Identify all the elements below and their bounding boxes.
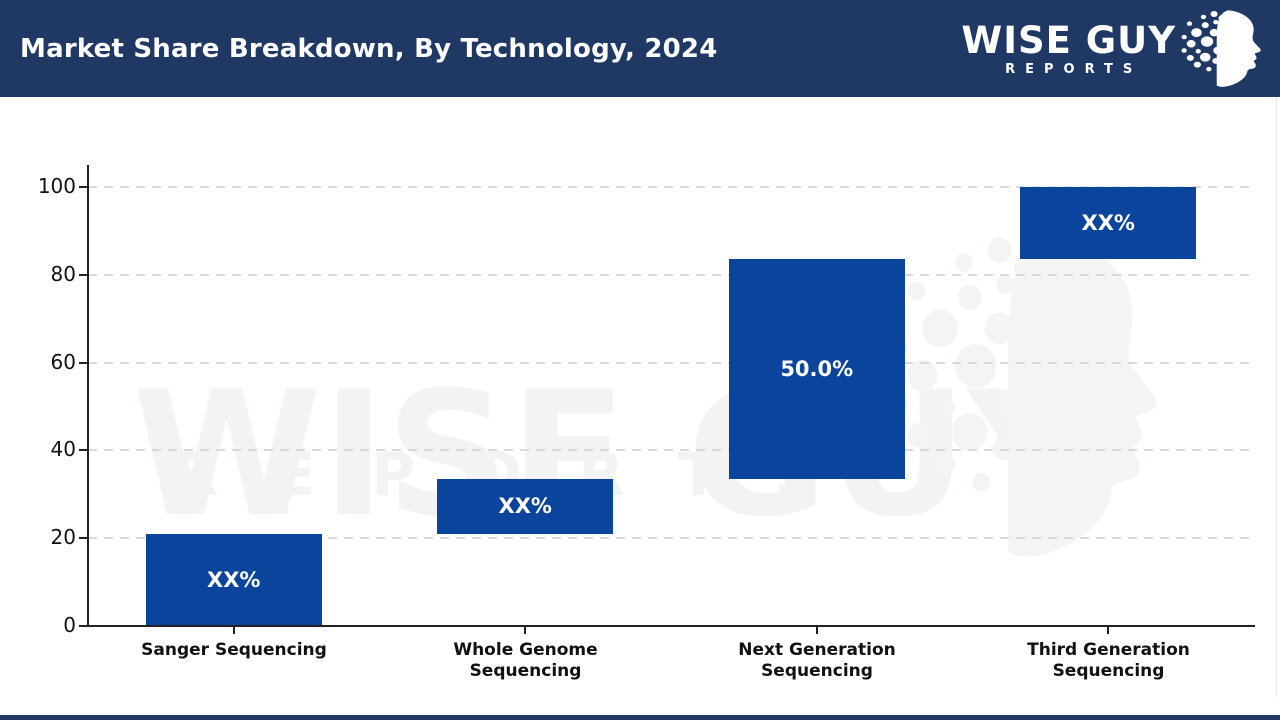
footer-strip: [0, 715, 1280, 720]
bar-value-label: XX%: [1081, 211, 1135, 236]
y-axis-tick: [79, 273, 87, 276]
y-axis-line: [87, 165, 89, 626]
y-axis-tick: [79, 186, 87, 188]
bar: 50.0%: [728, 259, 905, 479]
x-category-label-line: Sequencing: [761, 661, 873, 681]
y-axis-tick: [79, 449, 87, 452]
logo-subtitle: REPORTS: [1005, 61, 1143, 77]
x-category-label-line: Next Generation: [738, 640, 896, 660]
grid-line: [88, 537, 1254, 540]
x-axis-tick: [232, 627, 235, 634]
x-category-label-line: Sequencing: [1052, 661, 1165, 681]
bar-value-label: XX%: [498, 494, 552, 519]
bar-value-label: XX%: [207, 567, 261, 592]
y-tick-label: 0: [63, 613, 76, 637]
y-tick-label: 40: [50, 437, 76, 462]
header-bar: Market Share Breakdown, By Technology, 2…: [0, 0, 1280, 97]
grid-line: [88, 361, 1254, 364]
page-title: Market Share Breakdown, By Technology, 2…: [20, 33, 718, 64]
bar: XX%: [145, 533, 322, 626]
grid-line: [88, 186, 1254, 188]
x-category-label-line: Sequencing: [469, 661, 582, 681]
y-tick-label: 100: [37, 174, 76, 198]
logo-head-icon: [1181, 9, 1261, 87]
bar-value-label: 50.0%: [780, 357, 854, 382]
watermark-head-icon: [889, 234, 1157, 557]
x-axis-tick: [1107, 627, 1110, 634]
x-category-label-line: Whole Genome: [453, 640, 598, 660]
grid-line: [88, 273, 1254, 276]
x-category-label: Whole Genome Sequencing: [380, 640, 672, 682]
wise-guy-logo: WISE GUY REPORTS: [961, 8, 1266, 90]
x-category-label: Next Generation Sequencing: [671, 640, 963, 682]
x-category-label-line: Sanger Sequencing: [141, 640, 327, 660]
x-axis-tick: [524, 627, 527, 634]
bar: XX%: [437, 478, 614, 534]
x-category-label-line: Third Generation: [1027, 640, 1190, 660]
chart-area: WISE GUY REPORTS 0 20 40 60 80 100 XX% Sanger S…: [0, 97, 1280, 715]
y-tick-label: 20: [50, 525, 76, 550]
y-axis-tick: [79, 537, 87, 540]
bar: XX%: [1020, 187, 1197, 260]
x-category-label: Third Generation Sequencing: [963, 640, 1255, 682]
x-axis-line: [87, 625, 1255, 627]
y-tick-label: 60: [50, 349, 76, 374]
logo-wordmark: WISE GUY: [961, 18, 1176, 62]
grid-line: [88, 449, 1254, 452]
y-axis-tick: [79, 361, 87, 364]
y-axis-tick: [79, 625, 87, 627]
x-category-label: Sanger Sequencing: [88, 640, 380, 661]
x-axis-tick: [815, 627, 818, 634]
logo-text: WISE GUY REPORTS: [961, 22, 1176, 76]
plot-right-border: [1276, 97, 1277, 697]
y-tick-label: 80: [50, 261, 76, 286]
